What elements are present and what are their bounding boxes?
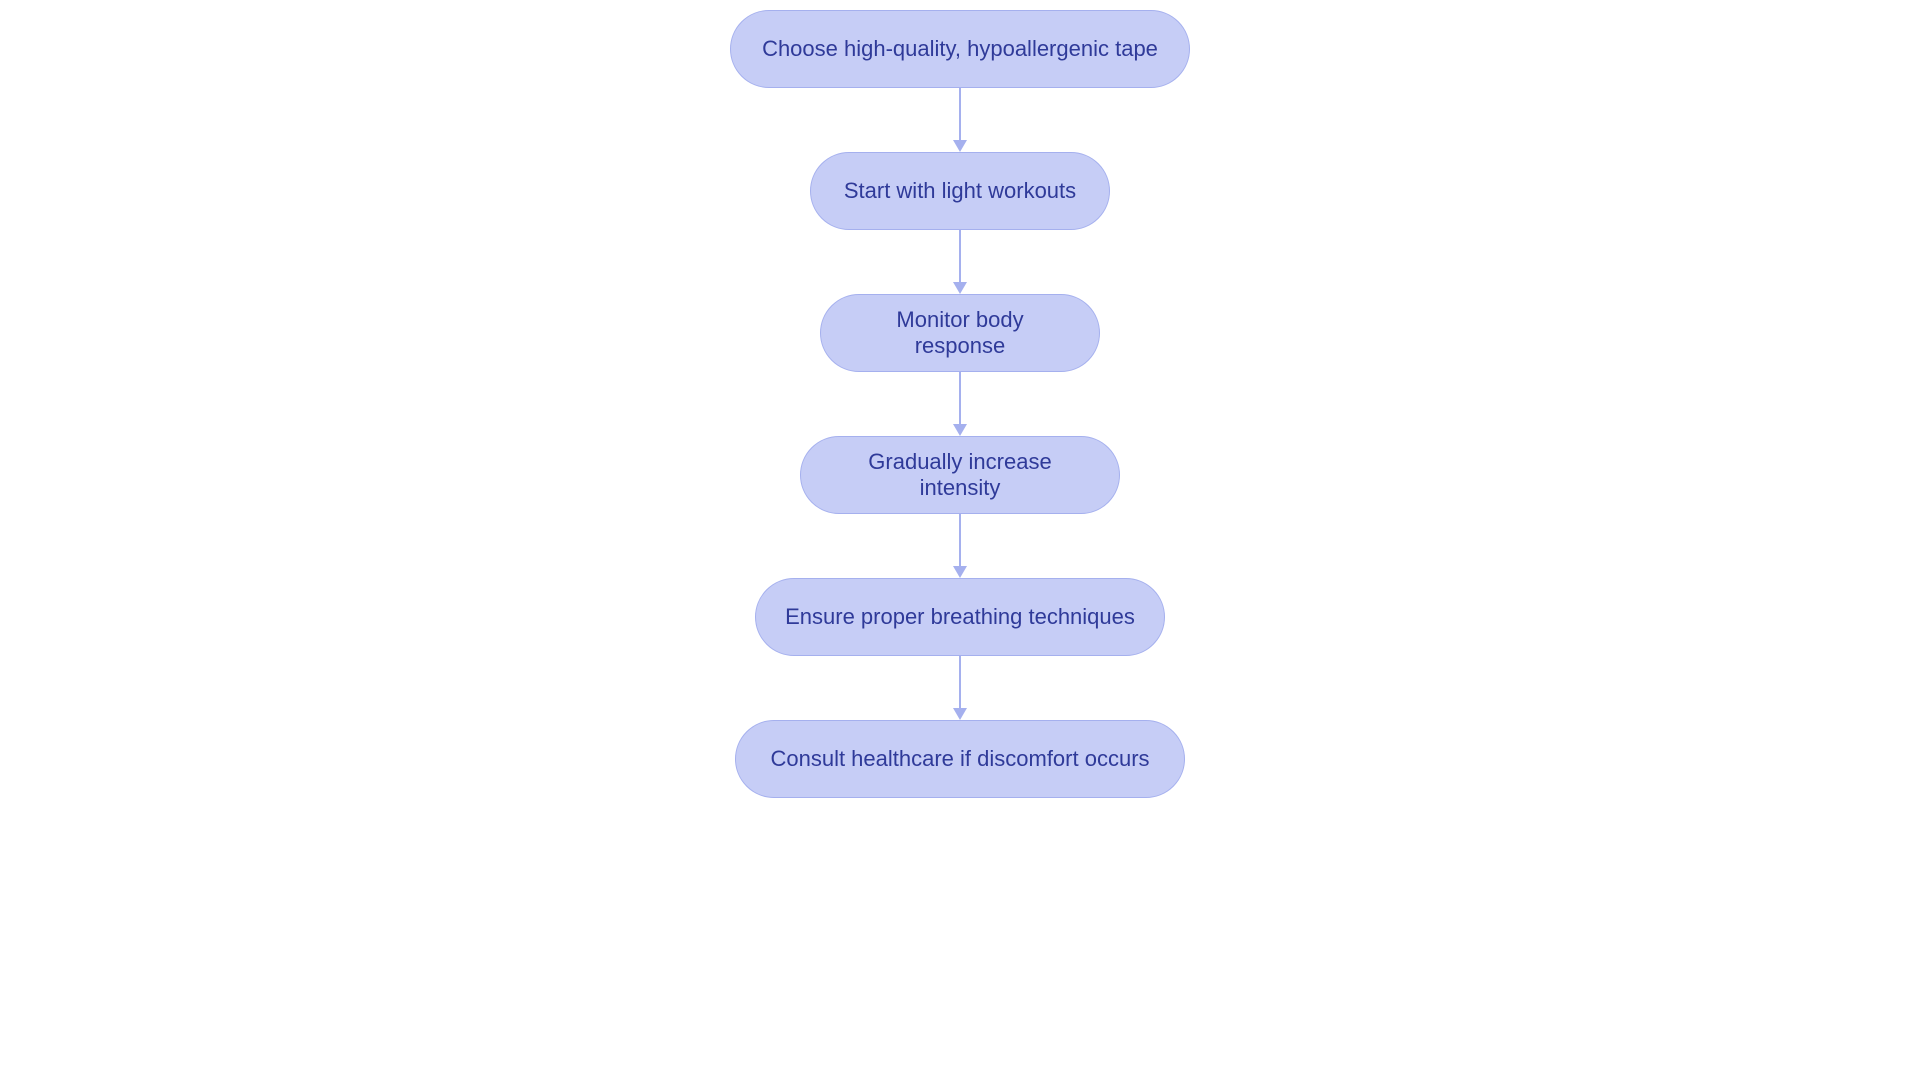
flowchart-edge: [953, 372, 967, 436]
flowchart-edge: [953, 514, 967, 578]
flowchart-edge: [953, 88, 967, 152]
flowchart-node: Ensure proper breathing techniques: [755, 578, 1165, 656]
arrow-down-icon: [953, 140, 967, 152]
flowchart-container: Choose high-quality, hypoallergenic tape…: [730, 10, 1190, 798]
edge-line: [959, 656, 962, 708]
node-label: Choose high-quality, hypoallergenic tape: [762, 36, 1158, 62]
edge-line: [959, 88, 962, 140]
flowchart-node: Monitor body response: [820, 294, 1100, 372]
arrow-down-icon: [953, 566, 967, 578]
flowchart-node: Gradually increase intensity: [800, 436, 1120, 514]
flowchart-edge: [953, 656, 967, 720]
node-label: Monitor body response: [849, 307, 1071, 359]
node-label: Gradually increase intensity: [829, 449, 1091, 501]
flowchart-edge: [953, 230, 967, 294]
edge-line: [959, 514, 962, 566]
node-label: Start with light workouts: [844, 178, 1076, 204]
edge-line: [959, 372, 962, 424]
arrow-down-icon: [953, 708, 967, 720]
flowchart-node: Start with light workouts: [810, 152, 1110, 230]
arrow-down-icon: [953, 282, 967, 294]
node-label: Ensure proper breathing techniques: [785, 604, 1135, 630]
arrow-down-icon: [953, 424, 967, 436]
flowchart-node: Choose high-quality, hypoallergenic tape: [730, 10, 1190, 88]
flowchart-node: Consult healthcare if discomfort occurs: [735, 720, 1185, 798]
node-label: Consult healthcare if discomfort occurs: [770, 746, 1149, 772]
edge-line: [959, 230, 962, 282]
